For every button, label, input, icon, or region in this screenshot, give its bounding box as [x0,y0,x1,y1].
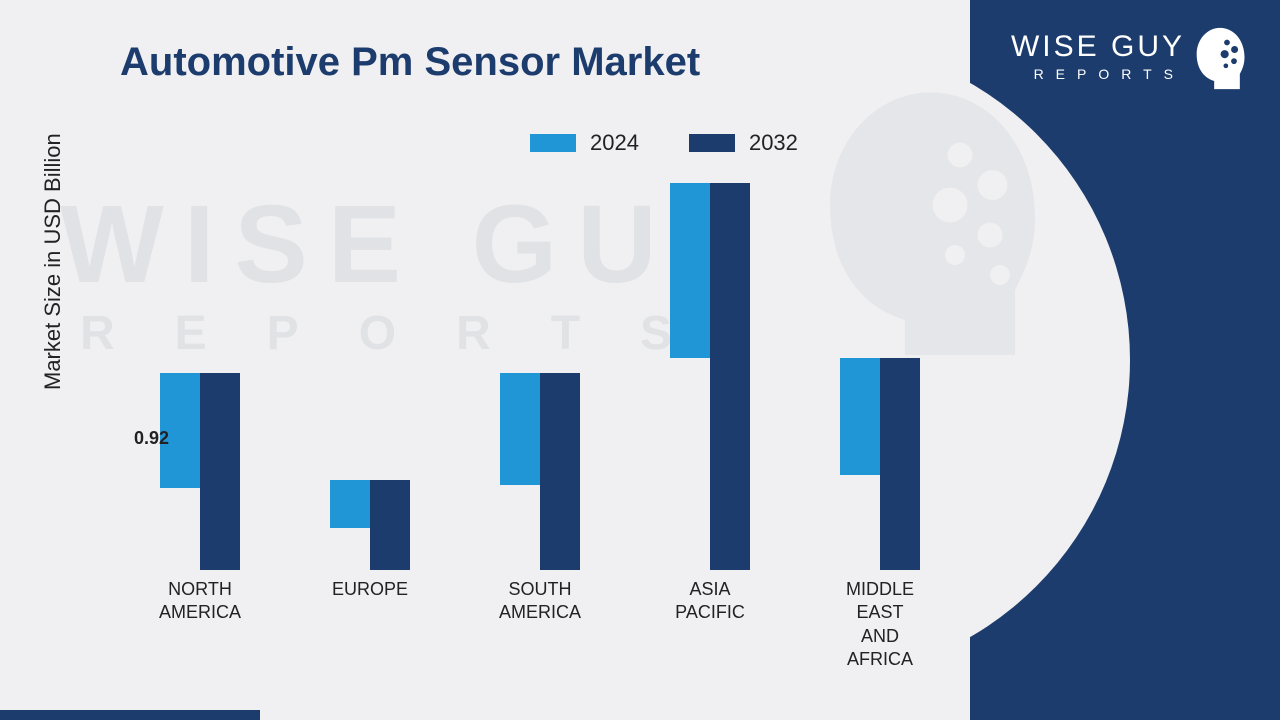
legend: 2024 2032 [530,130,798,156]
bar-2032 [370,480,410,570]
bar-group [300,480,440,570]
logo-line2: REPORTS [1011,66,1185,82]
legend-label-2032: 2032 [749,130,798,156]
y-axis-label: Market Size in USD Billion [40,133,66,390]
legend-label-2024: 2024 [590,130,639,156]
legend-item-2032: 2032 [689,130,798,156]
bar-2032 [710,183,750,571]
logo-head-icon [1190,25,1250,95]
bar-group [130,373,270,571]
chart-title: Automotive Pm Sensor Market [120,40,700,85]
x-axis-label: MIDDLEEASTANDAFRICA [810,578,950,672]
legend-swatch-2024 [530,134,576,152]
bar-2024 [330,480,370,528]
legend-item-2024: 2024 [530,130,639,156]
x-axis-label: EUROPE [300,578,440,601]
bar-group [810,358,950,571]
bar-2032 [200,373,240,571]
bottom-accent-bar [0,710,260,720]
brand-logo: WISE GUY REPORTS [1011,30,1250,82]
x-axis-label: SOUTHAMERICA [470,578,610,625]
bar-value-label: 0.92 [134,428,169,449]
bar-group [470,373,610,571]
bar-2024 [670,183,710,358]
bar-2032 [540,373,580,571]
chart: Market Size in USD Billion 2024 2032 0.9… [50,130,950,700]
bar-2032 [880,358,920,571]
logo-line1: WISE GUY [1011,30,1185,64]
bar-group [640,183,780,571]
x-axis-label: NORTHAMERICA [130,578,270,625]
bar-2024 [500,373,540,486]
x-axis-label: ASIAPACIFIC [640,578,780,625]
plot-area: 0.92 [110,170,930,570]
legend-swatch-2032 [689,134,735,152]
bar-2024 [840,358,880,476]
